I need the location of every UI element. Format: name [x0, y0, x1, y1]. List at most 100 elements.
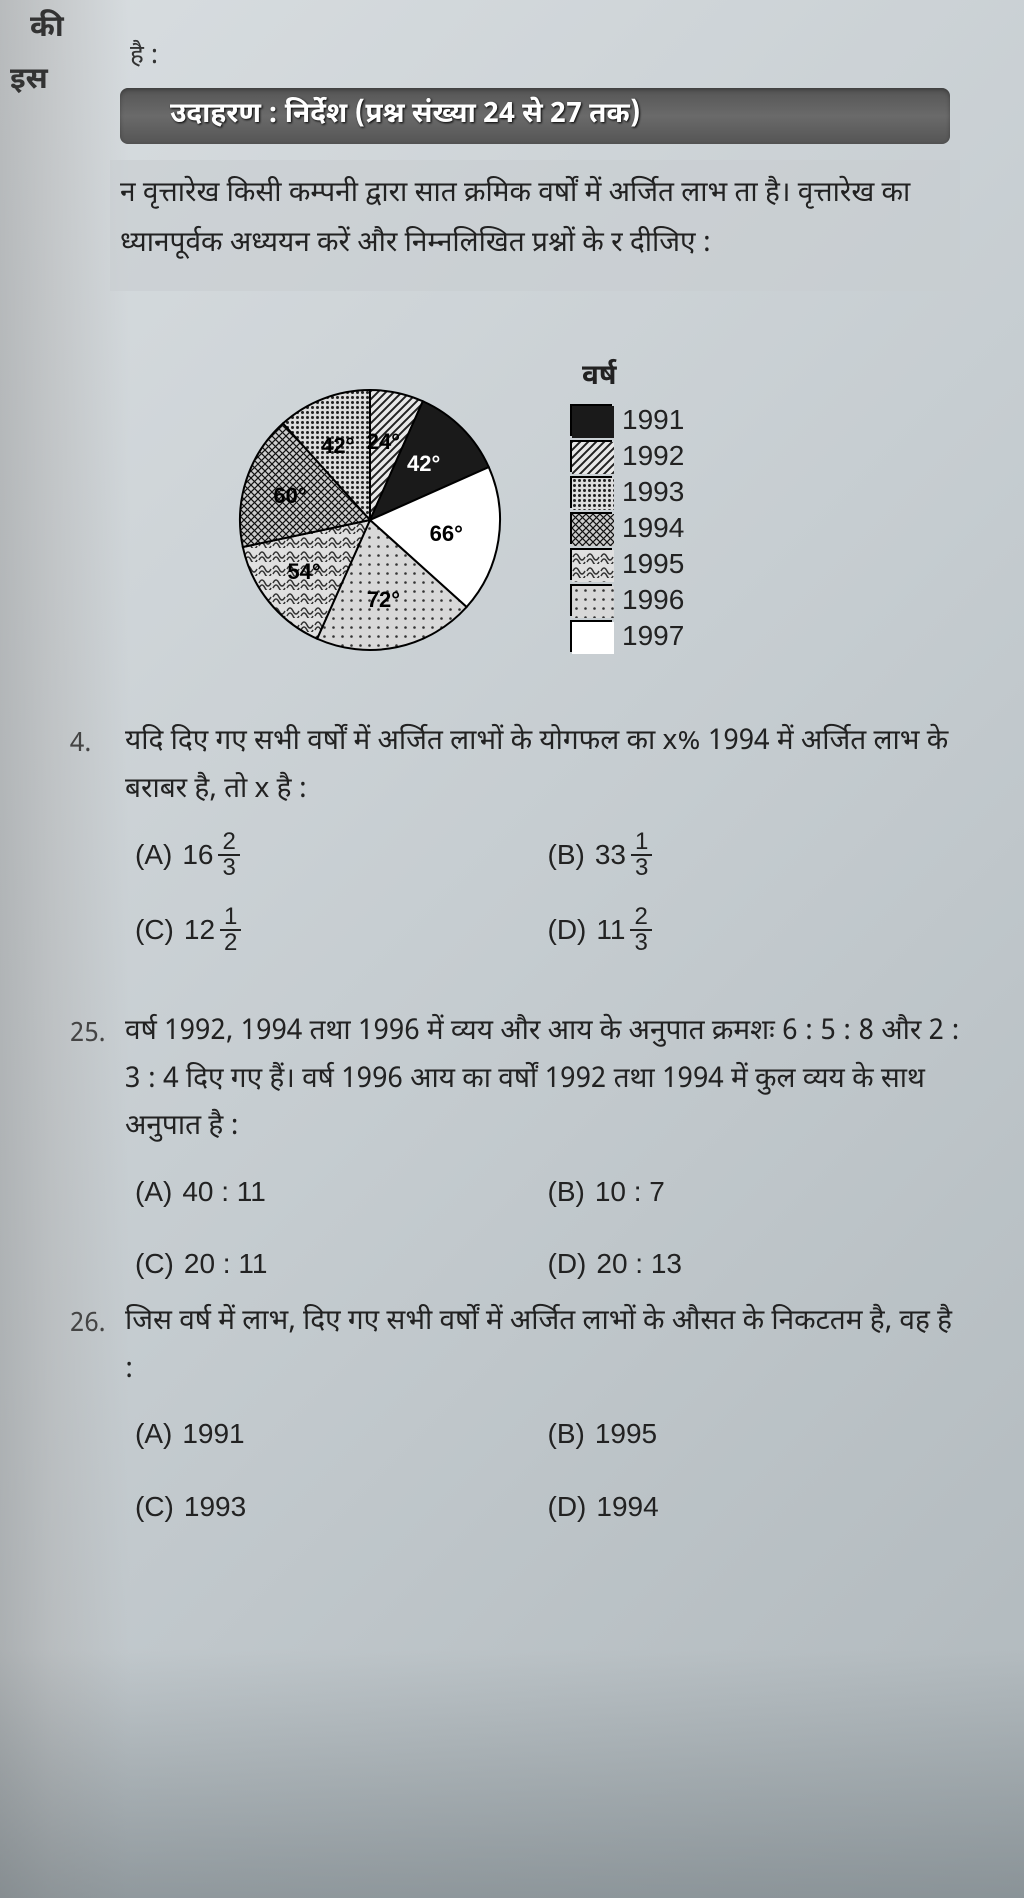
fraction-denominator: 3	[218, 856, 239, 880]
fraction-denominator: 2	[220, 931, 241, 955]
option-value: 20 : 11	[184, 1240, 268, 1288]
intro-paragraph: न वृत्तारेख किसी कम्पनी द्वारा सात क्रमि…	[110, 160, 960, 291]
legend-item-1995: 1995	[570, 548, 850, 580]
option-D: (D)1994	[548, 1483, 961, 1531]
option-whole: 11	[596, 906, 625, 954]
option-value: 1994	[596, 1483, 658, 1531]
option-key: (A)	[135, 1410, 172, 1458]
option-C: (C) 1212	[135, 905, 548, 955]
legend-item-1997: 1997	[570, 620, 850, 652]
legend-swatch-1996	[570, 584, 612, 616]
option-key: (C)	[135, 1483, 174, 1531]
legend-label-1992: 1992	[622, 440, 684, 472]
question-options: (A) 40 : 11 (B) 10 : 7 (C) 20 : 11 (D)20 : 13	[110, 1168, 960, 1288]
question-options: (A) 1991 (B) 1995 (C) 1993 (D)1994	[110, 1410, 960, 1530]
fraction-numerator: 2	[630, 905, 651, 931]
option-fraction: 13	[631, 830, 652, 880]
question-1: 4.यदि दिए गए सभी वर्षों में अर्जित लाभों…	[110, 720, 960, 955]
legend-label-1996: 1996	[622, 584, 684, 616]
option-key: (D)	[548, 906, 587, 954]
option-key: (A)	[135, 1168, 172, 1216]
question-number: 4.	[70, 723, 91, 767]
question-number: 25.	[70, 1013, 106, 1057]
legend-item-1992: 1992	[570, 440, 850, 472]
legend-item-1991: 1991	[570, 404, 850, 436]
option-B: (B) 3313	[548, 830, 961, 880]
margin-text-1: की	[30, 10, 64, 49]
question-options: (A)1623(B)3313(C)1212(D)1123	[110, 830, 960, 955]
fraction-numerator: 1	[631, 830, 652, 856]
pie-chart-area: 24° 42° 66° 72° 54° 60° 42° वर्ष 1991 1992 1993 1…	[200, 360, 900, 700]
option-C: (C) 20 : 11	[135, 1240, 548, 1288]
option-D: (D)20 : 13	[548, 1240, 961, 1288]
legend-label-1994: 1994	[622, 512, 684, 544]
option-C: (C) 1993	[135, 1483, 548, 1531]
option-B: (B) 1995	[548, 1410, 961, 1458]
option-D: (D)1123	[548, 905, 961, 955]
option-value: 10 : 7	[595, 1168, 665, 1216]
legend-label-1995: 1995	[622, 548, 684, 580]
option-whole: 16	[182, 831, 213, 879]
option-A: (A) 1623	[135, 830, 548, 880]
legend-swatch-1994	[570, 512, 612, 544]
option-value: 1991	[182, 1410, 244, 1458]
margin-hai: है :	[130, 40, 158, 74]
slice-label-1997: 66°	[430, 521, 463, 547]
question-number: 26.	[70, 1303, 106, 1347]
option-fraction: 23	[218, 830, 239, 880]
option-key: (D)	[548, 1483, 587, 1531]
fraction-denominator: 3	[631, 856, 652, 880]
option-fraction: 12	[220, 905, 241, 955]
margin-text-2: इस	[10, 62, 48, 101]
option-A: (A) 1991	[135, 1410, 548, 1458]
option-fraction: 23	[630, 905, 651, 955]
legend-item-1996: 1996	[570, 584, 850, 616]
question-text: जिस वर्ष में लाभ, दिए गए सभी वर्षों में …	[125, 1300, 960, 1395]
option-whole: 12	[184, 906, 215, 954]
question-text: वर्ष 1992, 1994 तथा 1996 में व्यय और आय …	[125, 1010, 960, 1153]
legend-label-1991: 1991	[622, 404, 684, 436]
pie-legend: वर्ष 1991 1992 1993 1994 1995 1996 1997	[570, 360, 850, 656]
slice-label-1993: 42°	[321, 433, 354, 459]
slice-label-1994: 60°	[273, 483, 306, 509]
option-key: (B)	[548, 1410, 585, 1458]
option-key: (A)	[135, 831, 172, 879]
option-value: 20 : 13	[596, 1240, 682, 1288]
option-key: (B)	[548, 1168, 585, 1216]
slice-label-1992: 24°	[367, 429, 400, 455]
slice-label-1996: 72°	[367, 587, 400, 613]
slice-label-1991: 42°	[407, 451, 440, 477]
option-key: (B)	[548, 831, 585, 879]
example-header-title: उदाहरण : निर्देश (प्रश्न संख्या 24 से 27…	[170, 98, 641, 134]
option-key: (D)	[548, 1240, 587, 1288]
option-whole: 33	[595, 831, 626, 879]
legend-swatch-1995	[570, 548, 612, 580]
option-value: 40 : 11	[182, 1168, 266, 1216]
legend-title: वर्ष	[582, 360, 850, 396]
legend-label-1993: 1993	[622, 476, 684, 508]
fraction-numerator: 1	[220, 905, 241, 931]
legend-label-1997: 1997	[622, 620, 684, 652]
pie-chart: 24° 42° 66° 72° 54° 60° 42°	[230, 380, 510, 660]
option-value: 1993	[184, 1483, 246, 1531]
option-key: (C)	[135, 1240, 174, 1288]
fraction-denominator: 3	[630, 931, 651, 955]
example-header-band: उदाहरण : निर्देश (प्रश्न संख्या 24 से 27…	[120, 88, 950, 144]
legend-swatch-1997	[570, 620, 612, 652]
legend-swatch-1993	[570, 476, 612, 508]
legend-item-1993: 1993	[570, 476, 850, 508]
legend-swatch-1992	[570, 440, 612, 472]
option-A: (A) 40 : 11	[135, 1168, 548, 1216]
fraction-numerator: 2	[218, 830, 239, 856]
option-value: 1995	[595, 1410, 657, 1458]
question-text: यदि दिए गए सभी वर्षों में अर्जित लाभों क…	[125, 720, 960, 815]
pie-svg	[230, 380, 510, 660]
option-key: (C)	[135, 906, 174, 954]
legend-item-1994: 1994	[570, 512, 850, 544]
question-2: 25.वर्ष 1992, 1994 तथा 1996 में व्यय और …	[110, 1010, 960, 1288]
question-3: 26.जिस वर्ष में लाभ, दिए गए सभी वर्षों म…	[110, 1300, 960, 1530]
slice-label-1995: 54°	[287, 559, 320, 585]
bottom-shadow	[0, 1648, 1024, 1898]
option-B: (B) 10 : 7	[548, 1168, 961, 1216]
legend-swatch-1991	[570, 404, 612, 436]
